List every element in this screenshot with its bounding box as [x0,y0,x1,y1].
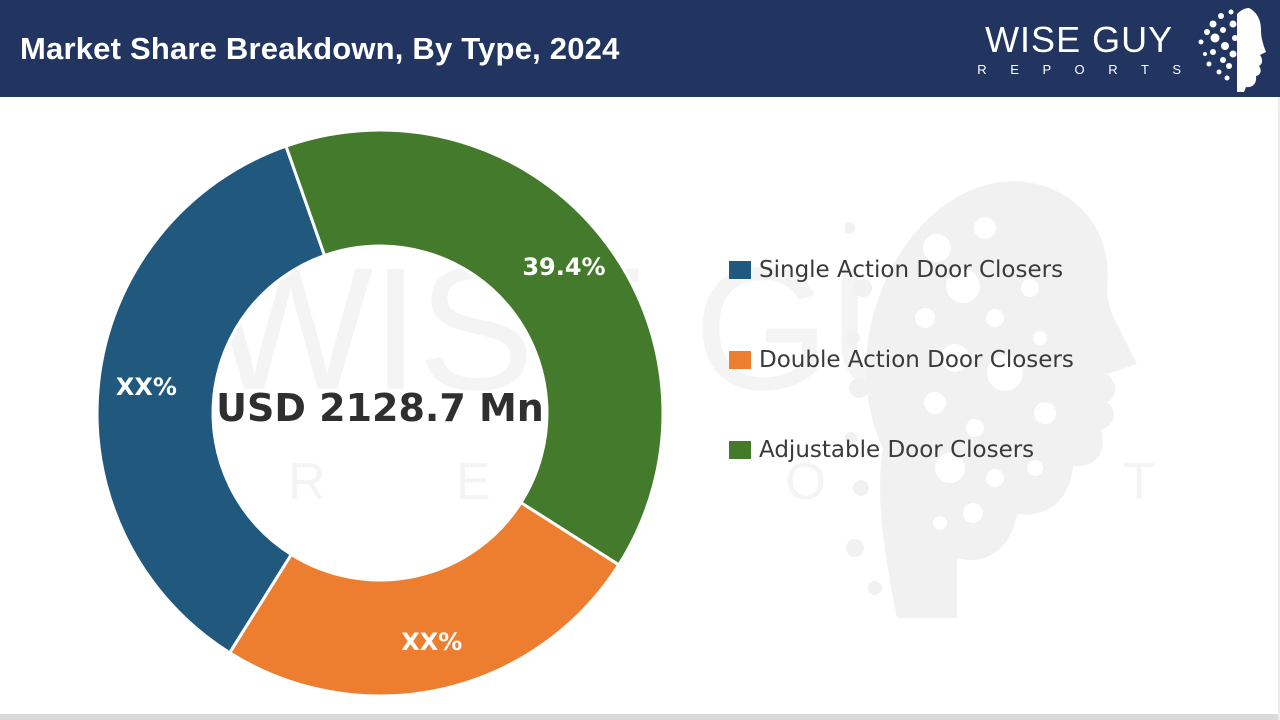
slice-percentage-label: XX% [401,628,462,656]
legend-swatch-adjustable [729,441,751,459]
legend: Single Action Door Closers Double Action… [729,257,1074,463]
slice-percentage-label: XX% [116,373,177,401]
legend-label: Adjustable Door Closers [759,437,1035,463]
donut-slice [95,144,327,655]
donut-slice [284,128,665,567]
bottom-strip [0,714,1280,720]
slice-percentage-label: 39.4% [522,253,605,281]
chart-center-label: USD 2128.7 Mn [216,386,544,430]
legend-item: Single Action Door Closers [729,257,1074,283]
right-edge-line [1278,97,1280,720]
brand-name: WISE GUY [985,18,1174,60]
brand-logo: WISE GUY R E P O R T S [967,4,1268,94]
page-title: Market Share Breakdown, By Type, 2024 [20,30,620,66]
legend-label: Double Action Door Closers [759,347,1074,373]
legend-label: Single Action Door Closers [759,257,1064,283]
legend-item: Adjustable Door Closers [729,437,1074,463]
watermark-face-icon [845,181,1137,618]
donut-slice [228,501,621,698]
header: Market Share Breakdown, By Type, 2024 WI… [0,0,1280,97]
legend-swatch-double-action [729,351,751,369]
watermark-subtext: R E P O R T S [288,453,1280,511]
brand-subtitle: R E P O R T S [977,61,1191,77]
legend-item: Double Action Door Closers [729,347,1074,373]
legend-swatch-single-action [729,261,751,279]
brand-face-icon [1198,8,1266,92]
